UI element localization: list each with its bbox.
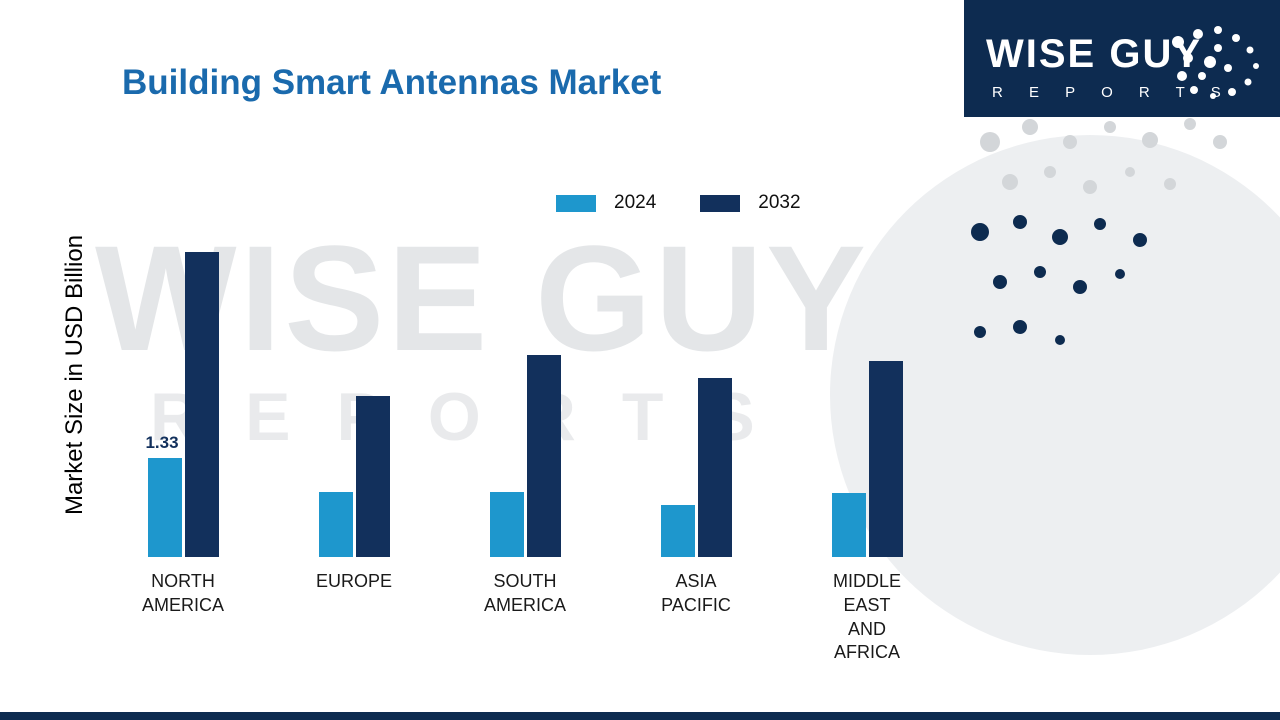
y-axis-label: Market Size in USD Billion	[61, 234, 88, 516]
bar-2032-europe	[355, 396, 390, 557]
legend-label-2024: 2024	[614, 192, 657, 213]
bar-2032-south-america	[526, 355, 561, 557]
legend-item-2032: 2032	[700, 192, 801, 214]
bar-group-north-america: 1.33 NORTH AMERICA	[142, 247, 224, 615]
bar-2024-north-america	[147, 458, 182, 557]
category-label: EUROPE	[315, 571, 393, 591]
background-circle-decoration	[830, 135, 1280, 655]
category-label: NORTH AMERICA	[141, 571, 224, 615]
bar-chart: 1.33 NORTH AMERICA EUROPE SOUTH AMERICA ASIA…	[142, 247, 904, 662]
watermark-subtext: REPORTS	[150, 379, 801, 455]
brand-logo-text: WISE GUY	[986, 32, 1203, 76]
bar-2032-middle-east-and-africa	[868, 361, 903, 557]
chart-legend: 2024 2032	[556, 192, 801, 214]
bar-group-asia-pacific: ASIA PACIFIC	[659, 247, 733, 615]
bar-2024-middle-east-and-africa	[831, 493, 866, 557]
bottom-accent-bar	[0, 712, 1280, 720]
category-label: ASIA PACIFIC	[661, 571, 731, 615]
watermark-text: WISE GUY	[95, 214, 870, 382]
bar-2032-asia-pacific	[697, 378, 732, 557]
bar-value-label: 1.33	[145, 433, 179, 452]
page-title: Building Smart Antennas Market	[122, 63, 662, 103]
brand-header: WISE GUY R E P O R T S	[964, 0, 1280, 117]
bar-group-south-america: SOUTH AMERICA	[484, 247, 566, 615]
legend-label-2032: 2032	[758, 192, 801, 213]
category-label: SOUTH AMERICA	[483, 571, 566, 615]
brand-logo-subtext: R E P O R T S	[992, 84, 1232, 101]
bar-2024-europe	[318, 492, 353, 557]
bar-2032-north-america	[184, 252, 219, 557]
bar-2024-south-america	[489, 492, 524, 557]
dots-decoration	[971, 118, 1227, 345]
bar-group-europe: EUROPE	[316, 247, 392, 591]
dotted-head-icon	[1172, 26, 1259, 99]
legend-swatch-2024	[556, 194, 596, 212]
bar-group-middle-east-and-africa: MIDDLE EAST AND AFRICA	[830, 247, 904, 662]
legend-swatch-2032	[700, 194, 741, 212]
bar-2024-asia-pacific	[660, 505, 695, 557]
category-label: MIDDLE EAST AND AFRICA	[832, 571, 901, 663]
legend-item-2024: 2024	[556, 192, 656, 214]
